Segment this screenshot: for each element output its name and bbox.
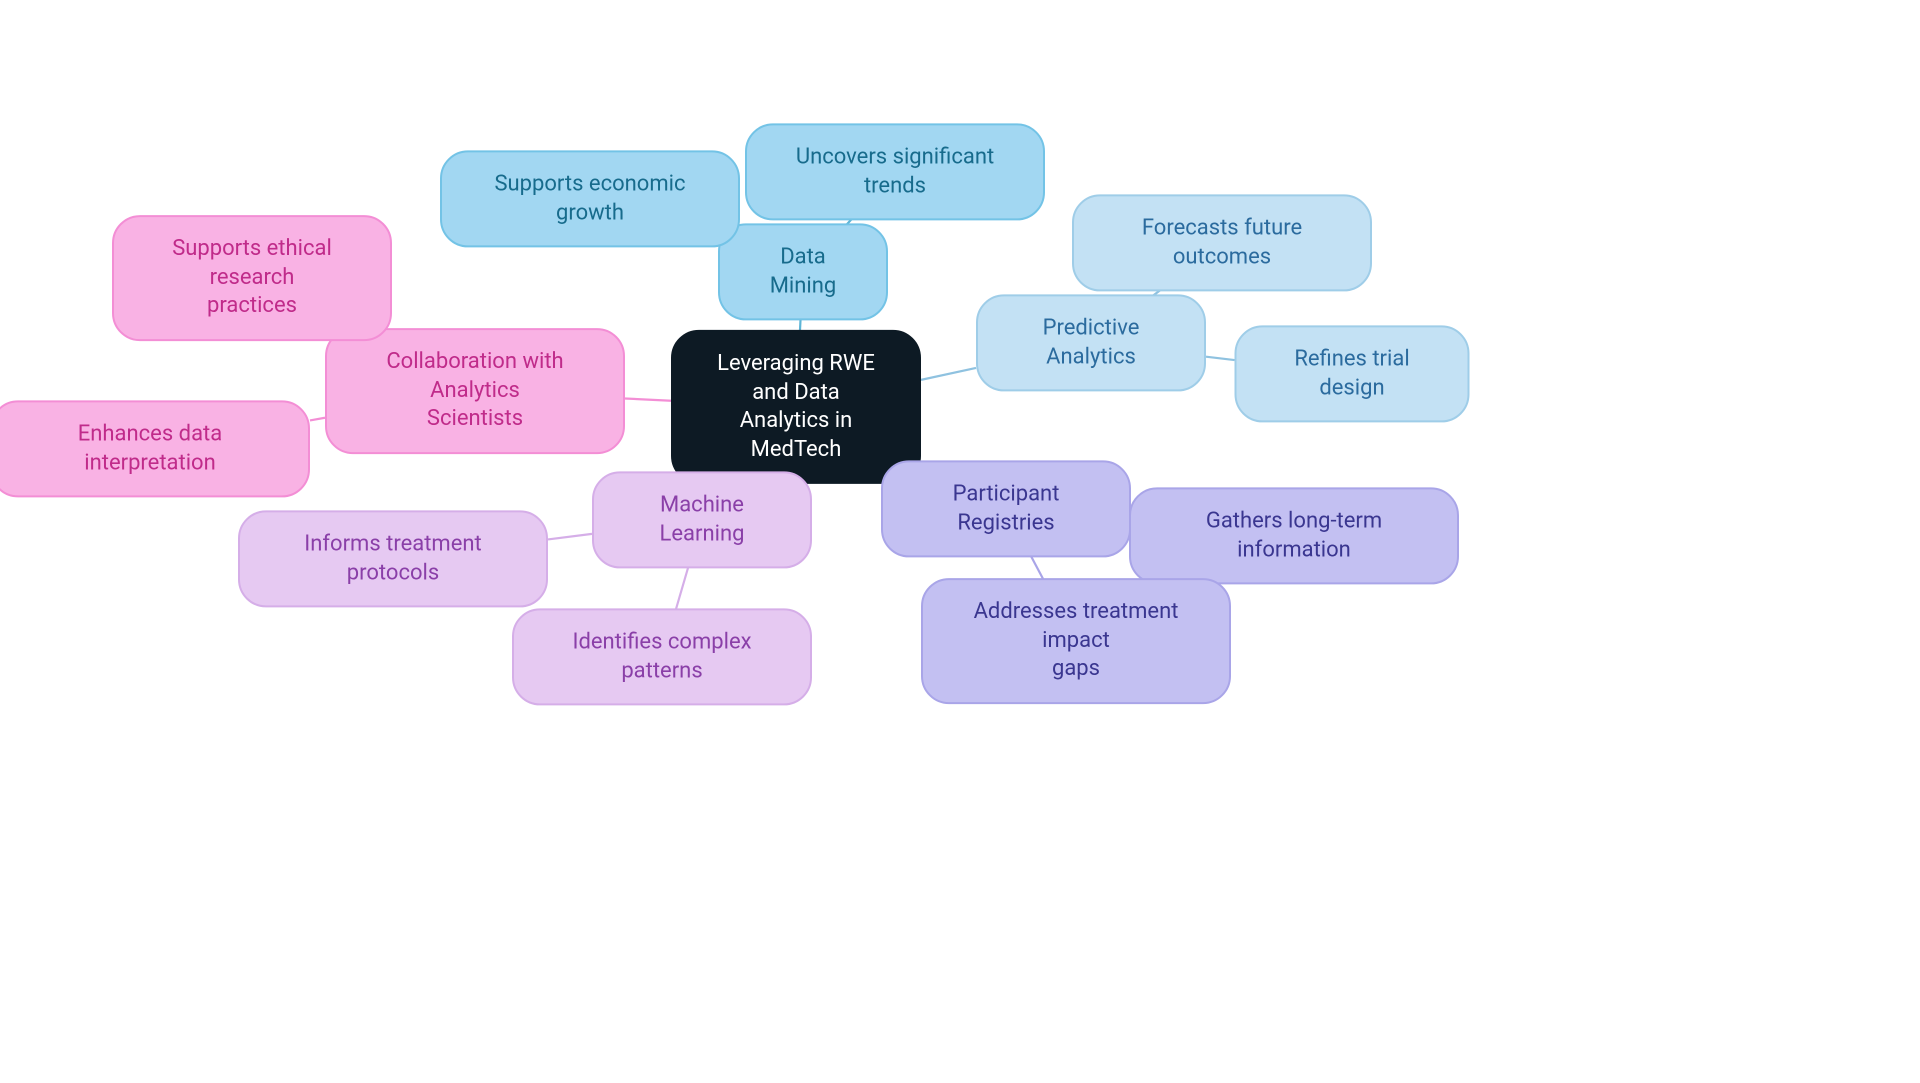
node-registries: Participant Registries <box>881 460 1131 557</box>
node-ml_patterns: Identifies complex patterns <box>512 608 812 705</box>
node-ml_informs: Informs treatment protocols <box>238 510 548 607</box>
node-collab_ethical: Supports ethical research practices <box>112 215 392 341</box>
edge-center-collab <box>625 398 671 400</box>
node-predictive: Predictive Analytics <box>976 294 1206 391</box>
edge-predictive-pa_refines <box>1206 357 1235 360</box>
node-dm_growth: Supports economic growth <box>440 150 740 247</box>
node-collab: Collaboration with Analytics Scientists <box>325 328 625 454</box>
node-ml: Machine Learning <box>592 471 812 568</box>
node-data_mining: Data Mining <box>718 223 888 320</box>
node-pa_refines: Refines trial design <box>1235 325 1470 422</box>
node-dm_trends: Uncovers significant trends <box>745 123 1045 220</box>
edge-collab-collab_interp <box>310 418 325 421</box>
node-pr_gaps: Addresses treatment impact gaps <box>921 578 1231 704</box>
node-center: Leveraging RWE and Data Analytics in Med… <box>671 330 921 484</box>
node-collab_interp: Enhances data interpretation <box>0 400 310 497</box>
edge-ml-ml_informs <box>548 534 592 540</box>
node-pa_forecast: Forecasts future outcomes <box>1072 194 1372 291</box>
edge-center-predictive <box>921 368 976 380</box>
node-pr_gathers: Gathers long-term information <box>1129 487 1459 584</box>
